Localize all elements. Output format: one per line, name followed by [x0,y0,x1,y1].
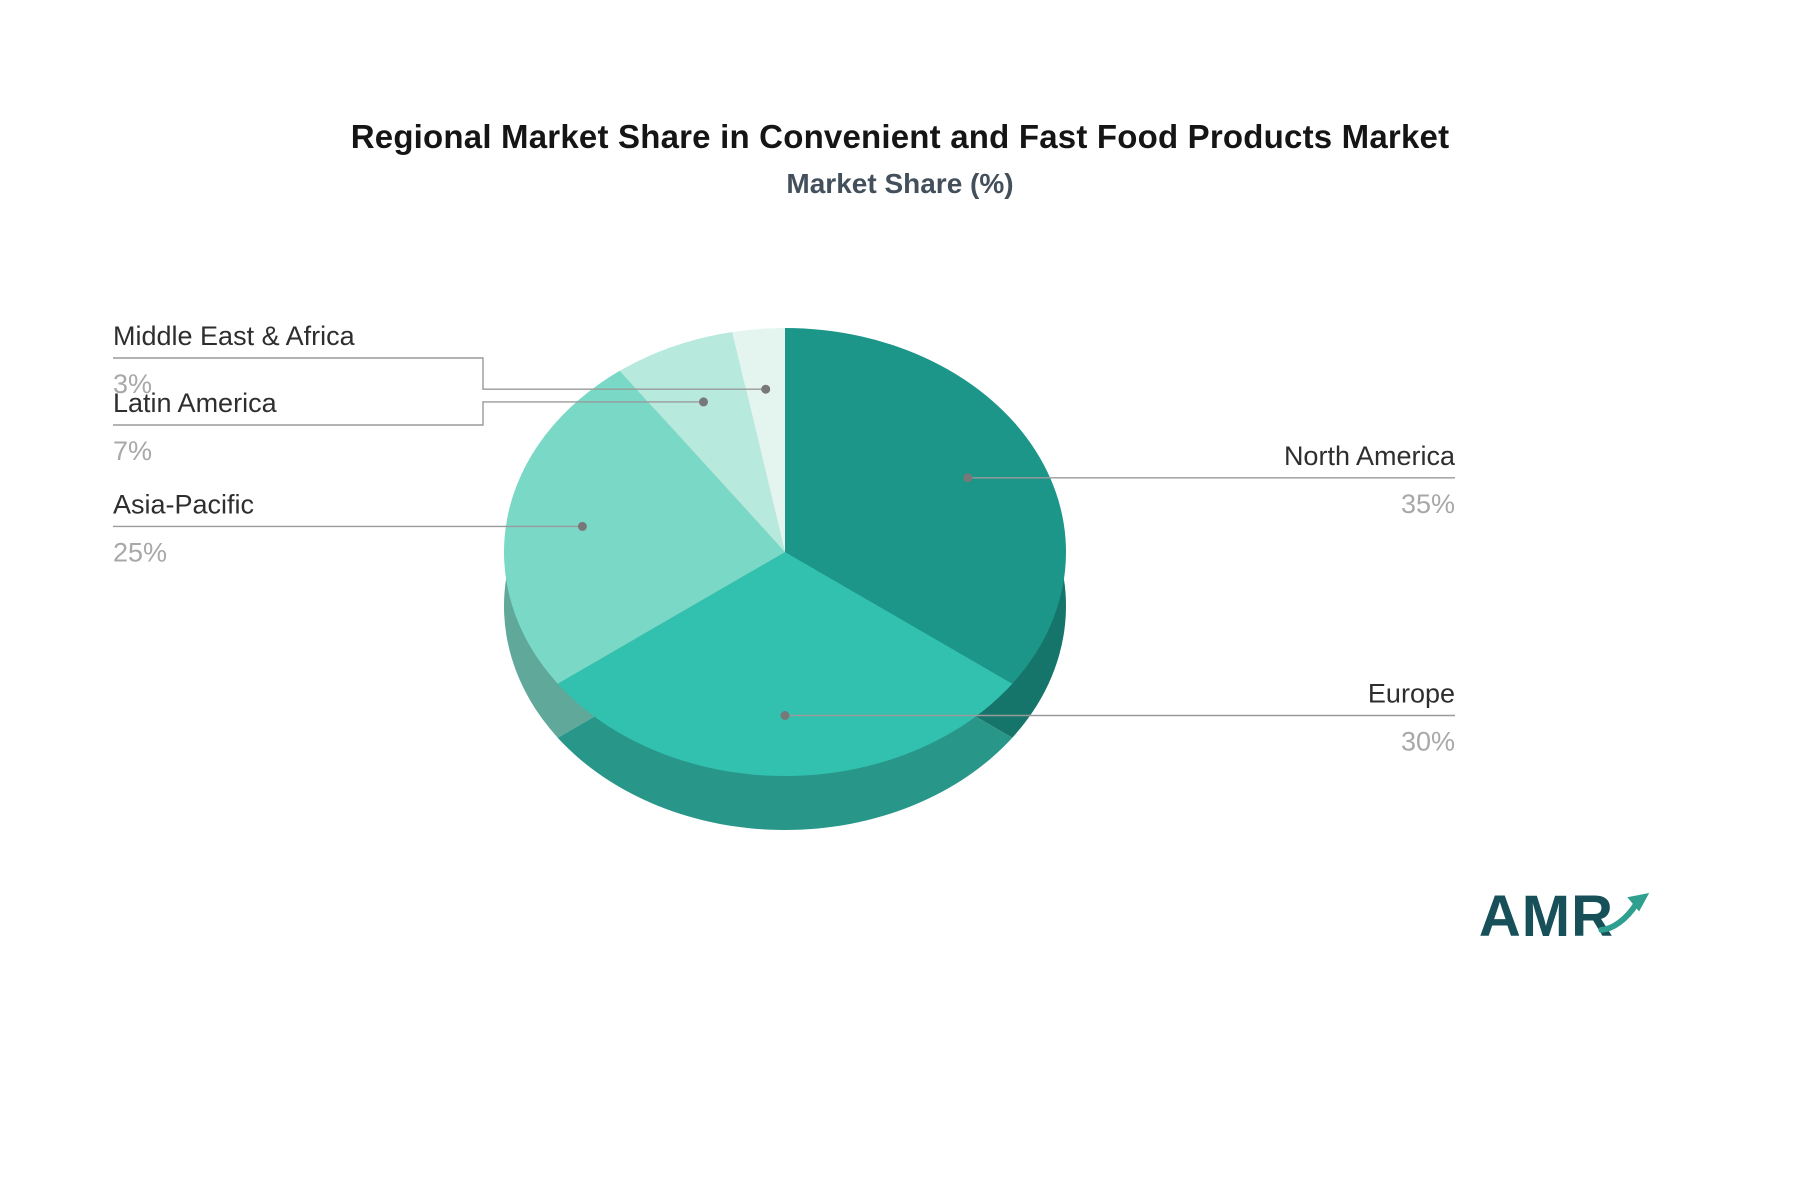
chart-subtitle: Market Share (%) [786,168,1014,199]
slice-percent-middle-east-africa: 3% [113,369,152,399]
amr-logo-arrow-icon [1598,893,1650,933]
leader-dot-latin-america [699,397,708,407]
leader-dot-middle-east-africa [761,384,771,394]
pie-slice-europe [557,552,1013,776]
pie-slice-north-america [785,328,1066,684]
slice-percent-latin-america: 7% [113,436,152,466]
amr-logo-text: AMR [1478,884,1614,949]
slice-percent-asia-pacific: 25% [113,537,167,567]
pie-slice-latin-america [619,332,785,552]
amr-logo: AMR [1479,888,1650,946]
leader-dot-north-america [963,473,973,483]
pie-slice-asia-pacific [504,370,785,684]
slice-label-asia-pacific: Asia-Pacific [113,489,254,519]
slice-percent-europe: 30% [1401,727,1455,757]
pie-slice-middle-east-africa [732,328,785,552]
leader-line-latin-america [113,401,704,426]
chart-title: Regional Market Share in Convenient and … [350,118,1450,155]
leader-dot-europe [780,711,790,720]
slice-label-middle-east-africa: Middle East & Africa [113,321,356,351]
slice-label-north-america: North America [1284,441,1456,471]
slice-percent-north-america: 35% [1401,489,1455,519]
slice-label-europe: Europe [1368,679,1455,709]
leader-dot-asia-pacific [577,521,587,531]
leader-line-middle-east-africa [113,357,766,390]
slice-label-latin-america: Latin America [113,388,278,418]
